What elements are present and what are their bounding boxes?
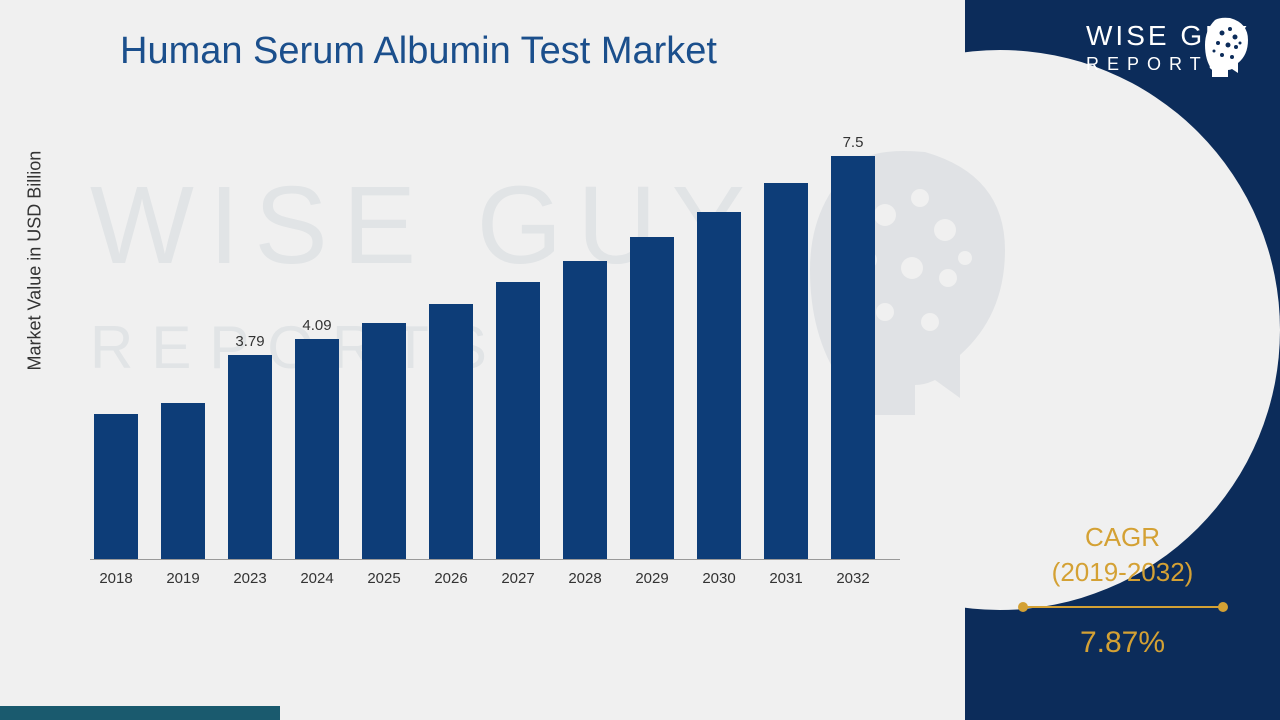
x-axis-tick-label: 2031: [754, 570, 818, 587]
cagr-value: 7.87%: [995, 626, 1250, 660]
bar: 3.79: [228, 355, 272, 559]
bar: [697, 212, 741, 559]
bar: [161, 403, 205, 559]
bottom-accent-bar: [0, 706, 280, 720]
x-axis-tick-label: 2019: [151, 570, 215, 587]
x-axis-tick-label: 2023: [218, 570, 282, 587]
chart-title: Human Serum Albumin Test Market: [120, 30, 717, 73]
bar: [630, 237, 674, 560]
x-axis-tick-label: 2028: [553, 570, 617, 587]
bar: [362, 323, 406, 560]
cagr-years: (2019-2032): [995, 557, 1250, 588]
x-axis-tick-label: 2018: [84, 570, 148, 587]
bar-value-label: 4.09: [295, 317, 339, 334]
bar: 4.09: [295, 339, 339, 559]
bar: 7.5: [831, 156, 875, 559]
brand-logo: WISE GUY REPORTS: [1086, 20, 1250, 75]
y-axis-label: Market Value in USD Billion: [25, 151, 46, 371]
bar: [764, 183, 808, 559]
cagr-divider: [1023, 606, 1223, 608]
bar: [563, 261, 607, 559]
x-axis-tick-label: 2030: [687, 570, 751, 587]
bar-chart: Market Value in USD Billion 201820193.79…: [45, 130, 915, 610]
brain-head-icon: [1200, 15, 1260, 80]
cagr-summary: CAGR (2019-2032) 7.87%: [995, 522, 1250, 660]
x-axis-tick-label: 2032: [821, 570, 885, 587]
bar-value-label: 7.5: [831, 134, 875, 151]
x-axis-tick-label: 2025: [352, 570, 416, 587]
x-axis-tick-label: 2027: [486, 570, 550, 587]
x-axis-tick-label: 2026: [419, 570, 483, 587]
plot-area: 201820193.7920234.0920242025202620272028…: [90, 130, 900, 560]
cagr-label: CAGR: [995, 522, 1250, 553]
bar: [496, 282, 540, 559]
bar-value-label: 3.79: [228, 333, 272, 350]
bar: [429, 304, 473, 559]
bar: [94, 414, 138, 559]
x-axis-tick-label: 2029: [620, 570, 684, 587]
x-axis-tick-label: 2024: [285, 570, 349, 587]
